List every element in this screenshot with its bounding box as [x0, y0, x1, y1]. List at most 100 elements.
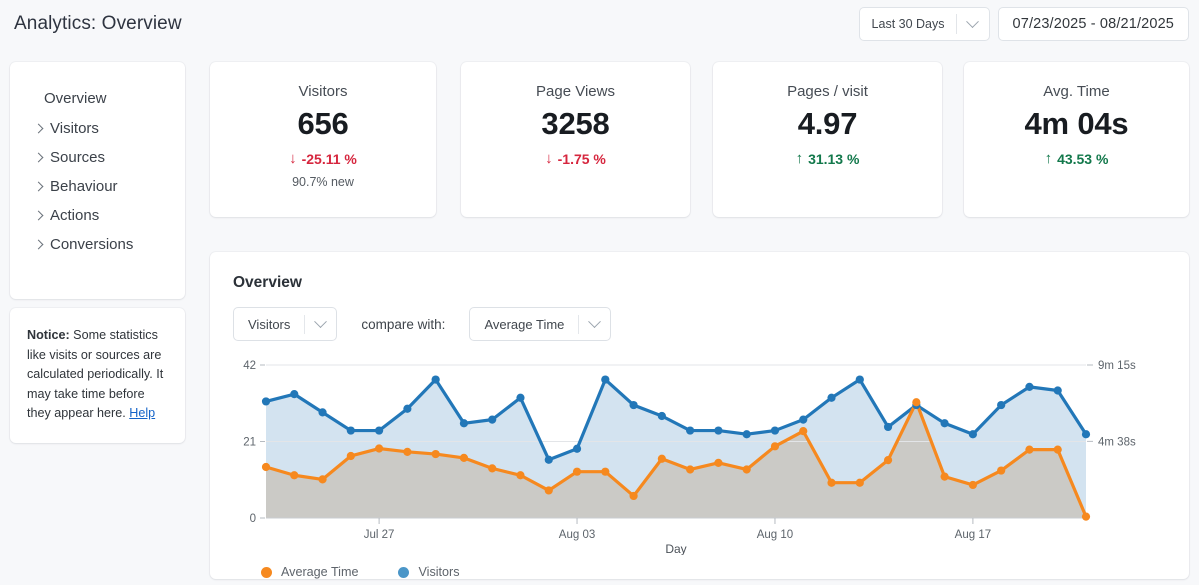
data-point-visitors [657, 411, 666, 421]
metric-select-divider [304, 314, 306, 334]
data-point-visitors [855, 375, 864, 384]
data-point-visitors [1025, 382, 1034, 391]
y2-axis-tick-label: 9m 15s [1098, 360, 1136, 372]
data-point-visitors [290, 390, 299, 399]
kpi-delta: ↑ 31.13 % [796, 150, 860, 167]
compare-select-divider [578, 314, 580, 334]
sidebar-item-overview[interactable]: Overview [44, 90, 107, 107]
chart-heading: Overview [233, 274, 302, 291]
kpi-delta: ↓ -1.75 % [545, 150, 606, 167]
period-select-divider [955, 14, 957, 34]
arrow-down-icon: ↓ [545, 150, 553, 167]
kpi-delta-value: 43.53 % [1057, 150, 1109, 167]
kpi-card-avg-time: Avg. Time 4m 04s ↑ 43.53 % [964, 62, 1189, 217]
data-point-average-time [912, 398, 921, 407]
overview-plot-svg: 0 21 42 4m 38s 9m 15s Jul 27 Aug 03 Aug 10 Aug 1… [243, 360, 1136, 555]
data-point-average-time [1081, 512, 1091, 521]
data-point-visitors [318, 408, 327, 417]
data-point-average-time [1025, 445, 1034, 454]
kpi-title: Visitors [298, 83, 348, 100]
sidebar-item-actions[interactable]: Actions [33, 207, 185, 224]
data-point-visitors [968, 430, 977, 439]
legend-color-swatch [398, 566, 410, 578]
data-point-average-time [855, 478, 864, 487]
arrow-up-icon: ↑ [1044, 150, 1053, 167]
chevron-down-icon[interactable] [305, 314, 336, 329]
chevron-down-icon[interactable] [579, 314, 610, 329]
date-range-input[interactable]: 07/23/2025 - 08/21/2025 [997, 7, 1189, 41]
data-point-visitors [516, 393, 525, 402]
y-axis-tick-label: 0 [250, 513, 256, 525]
kpi-card-pages-per-visit: Pages / visit 4.97 ↑ 31.13 % [713, 62, 942, 217]
sidebar-item-label: Visitors [50, 120, 99, 137]
chevron-right-icon [33, 239, 44, 250]
kpi-subtext: 90.7% new [292, 175, 354, 189]
chart-legend: Average Time Visitors [233, 565, 1189, 579]
data-point-average-time [940, 472, 949, 481]
overview-plot[interactable]: 0 21 42 4m 38s 9m 15s Jul 27 Aug 03 Aug 10 Aug 1… [233, 355, 1178, 555]
chevron-down-icon[interactable] [957, 8, 989, 40]
legend-color-swatch [261, 566, 272, 578]
data-point-visitors [799, 415, 808, 424]
sidebar-item-conversions[interactable]: Conversions [33, 236, 185, 253]
data-point-visitors [459, 419, 469, 428]
data-point-average-time [601, 467, 610, 476]
data-point-average-time [827, 478, 836, 487]
data-point-average-time [572, 467, 582, 476]
data-point-average-time [799, 427, 808, 436]
notice-help-link[interactable]: Help [129, 406, 156, 420]
data-point-average-time [657, 454, 666, 463]
sidebar-item-behaviour[interactable]: Behaviour [33, 178, 185, 195]
data-point-average-time [997, 466, 1006, 475]
data-point-average-time [1053, 445, 1062, 454]
data-point-average-time [883, 456, 893, 465]
legend-item-average-time[interactable]: Average Time [261, 565, 358, 579]
arrow-up-icon: ↑ [795, 150, 804, 167]
legend-label: Visitors [418, 565, 460, 579]
kpi-value: 4.97 [797, 106, 858, 141]
data-point-average-time [403, 447, 412, 456]
chart-controls: Visitors compare with: Average Time [233, 307, 1189, 341]
data-point-average-time [544, 486, 553, 495]
data-point-average-time [516, 471, 525, 480]
sidebar-item-label: Actions [50, 207, 100, 224]
sidebar-item-visitors[interactable]: Visitors [33, 120, 185, 137]
chevron-right-icon [33, 210, 44, 221]
data-point-average-time [629, 491, 638, 501]
data-point-visitors [686, 426, 695, 435]
legend-item-visitors[interactable]: Visitors [398, 565, 460, 579]
x-axis-tick-label: Aug 17 [955, 529, 991, 541]
sidebar-item-sources[interactable]: Sources [33, 149, 185, 166]
x-axis-tick-label: Aug 03 [559, 529, 595, 541]
period-select-label: Last 30 Days [871, 17, 945, 31]
kpi-delta-value: 31.13 % [808, 150, 860, 167]
data-point-average-time [431, 449, 440, 459]
data-point-visitors [714, 426, 723, 435]
kpi-delta: ↓ -25.11 % [289, 150, 357, 167]
sidebar-item-label: Sources [50, 149, 106, 166]
overview-chart-card: Overview Visitors compare with: Average … [210, 252, 1189, 579]
data-point-average-time [459, 453, 469, 463]
x-axis-tick-label: Jul 27 [364, 529, 395, 541]
data-point-visitors [827, 393, 836, 402]
metric-select[interactable]: Visitors [233, 307, 338, 341]
data-point-visitors [375, 426, 384, 435]
kpi-title: Page Views [536, 83, 615, 100]
legend-label: Average Time [281, 565, 359, 579]
x-axis-tick-label: Aug 10 [757, 529, 793, 541]
data-point-visitors [883, 422, 893, 432]
data-point-visitors [346, 426, 355, 435]
data-point-visitors [572, 444, 582, 453]
period-select[interactable]: Last 30 Days [858, 7, 990, 41]
data-point-visitors [940, 419, 949, 428]
data-point-average-time [261, 462, 271, 472]
data-point-average-time [714, 458, 723, 467]
data-point-visitors [742, 430, 751, 439]
x-axis-label: Day [665, 542, 686, 555]
compare-metric-select[interactable]: Average Time [469, 307, 612, 341]
data-point-average-time [488, 464, 497, 473]
y-axis-tick-label: 42 [243, 360, 256, 372]
sidebar-item-label: Conversions [50, 236, 134, 253]
top-bar: Analytics: Overview Last 30 Days 07/23/2… [0, 0, 1199, 48]
data-point-visitors [997, 400, 1006, 410]
